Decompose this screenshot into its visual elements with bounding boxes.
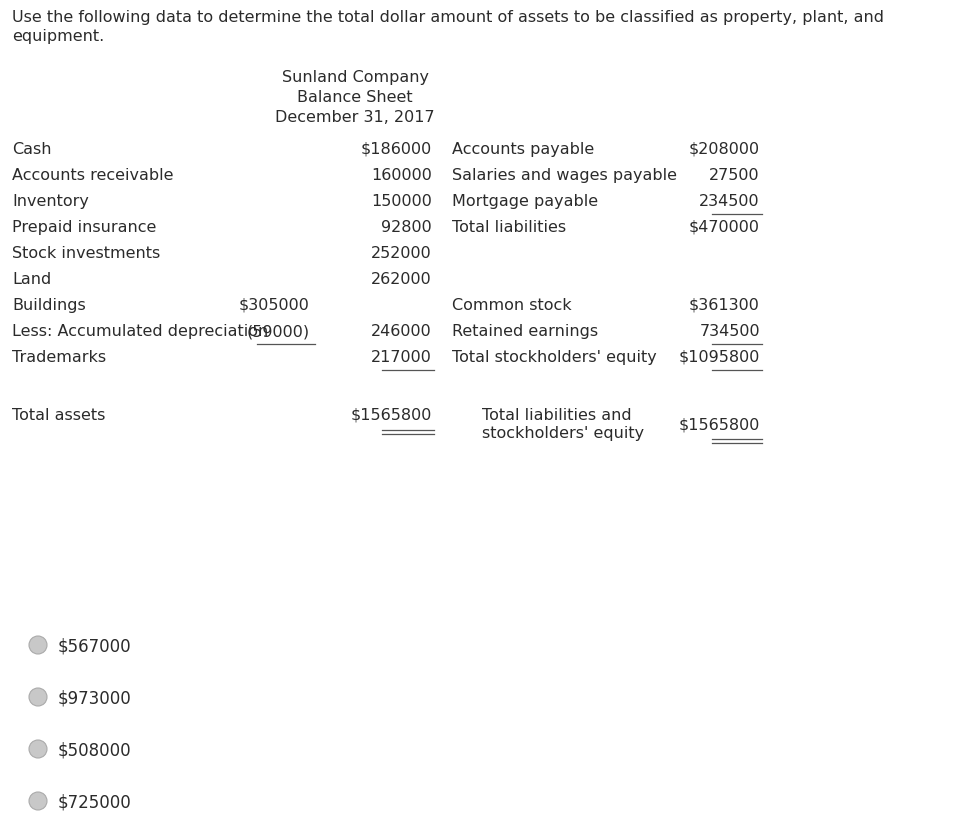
Ellipse shape bbox=[29, 792, 47, 810]
Text: stockholders' equity: stockholders' equity bbox=[482, 426, 644, 441]
Text: $973000: $973000 bbox=[58, 690, 132, 708]
Text: 734500: 734500 bbox=[699, 324, 760, 339]
Text: $567000: $567000 bbox=[58, 638, 131, 656]
Ellipse shape bbox=[29, 688, 47, 706]
Text: Total stockholders' equity: Total stockholders' equity bbox=[452, 350, 657, 365]
Text: Retained earnings: Retained earnings bbox=[452, 324, 598, 339]
Text: 262000: 262000 bbox=[372, 272, 432, 287]
Text: Mortgage payable: Mortgage payable bbox=[452, 194, 598, 209]
Ellipse shape bbox=[29, 636, 47, 654]
Text: $1565800: $1565800 bbox=[678, 417, 760, 432]
Text: Stock investments: Stock investments bbox=[12, 246, 160, 261]
Text: December 31, 2017: December 31, 2017 bbox=[275, 110, 435, 125]
Text: 246000: 246000 bbox=[372, 324, 432, 339]
Text: Common stock: Common stock bbox=[452, 298, 572, 313]
Text: Inventory: Inventory bbox=[12, 194, 89, 209]
Text: 160000: 160000 bbox=[371, 168, 432, 183]
Text: $186000: $186000 bbox=[361, 142, 432, 157]
Text: Salaries and wages payable: Salaries and wages payable bbox=[452, 168, 677, 183]
Text: Buildings: Buildings bbox=[12, 298, 86, 313]
Text: Prepaid insurance: Prepaid insurance bbox=[12, 220, 156, 235]
Ellipse shape bbox=[29, 740, 47, 758]
Text: 27500: 27500 bbox=[709, 168, 760, 183]
Text: (59000): (59000) bbox=[247, 324, 310, 339]
Text: Cash: Cash bbox=[12, 142, 52, 157]
Text: Total liabilities and: Total liabilities and bbox=[482, 408, 631, 423]
Text: $470000: $470000 bbox=[689, 220, 760, 235]
Text: $1095800: $1095800 bbox=[678, 350, 760, 365]
Text: $361300: $361300 bbox=[689, 298, 760, 313]
Text: $305000: $305000 bbox=[240, 298, 310, 313]
Text: $1565800: $1565800 bbox=[351, 408, 432, 423]
Text: 234500: 234500 bbox=[699, 194, 760, 209]
Text: 252000: 252000 bbox=[372, 246, 432, 261]
Text: Accounts payable: Accounts payable bbox=[452, 142, 594, 157]
Text: 92800: 92800 bbox=[381, 220, 432, 235]
Text: Use the following data to determine the total dollar amount of assets to be clas: Use the following data to determine the … bbox=[12, 10, 884, 25]
Text: $725000: $725000 bbox=[58, 794, 132, 812]
Text: 150000: 150000 bbox=[371, 194, 432, 209]
Text: Trademarks: Trademarks bbox=[12, 350, 106, 365]
Text: 217000: 217000 bbox=[371, 350, 432, 365]
Text: Total liabilities: Total liabilities bbox=[452, 220, 566, 235]
Text: $208000: $208000 bbox=[689, 142, 760, 157]
Text: Total assets: Total assets bbox=[12, 408, 105, 423]
Text: equipment.: equipment. bbox=[12, 29, 104, 44]
Text: Less: Accumulated depreciation: Less: Accumulated depreciation bbox=[12, 324, 268, 339]
Text: $508000: $508000 bbox=[58, 742, 131, 760]
Text: Land: Land bbox=[12, 272, 51, 287]
Text: Balance Sheet: Balance Sheet bbox=[297, 90, 413, 105]
Text: Sunland Company: Sunland Company bbox=[282, 70, 428, 85]
Text: Accounts receivable: Accounts receivable bbox=[12, 168, 173, 183]
